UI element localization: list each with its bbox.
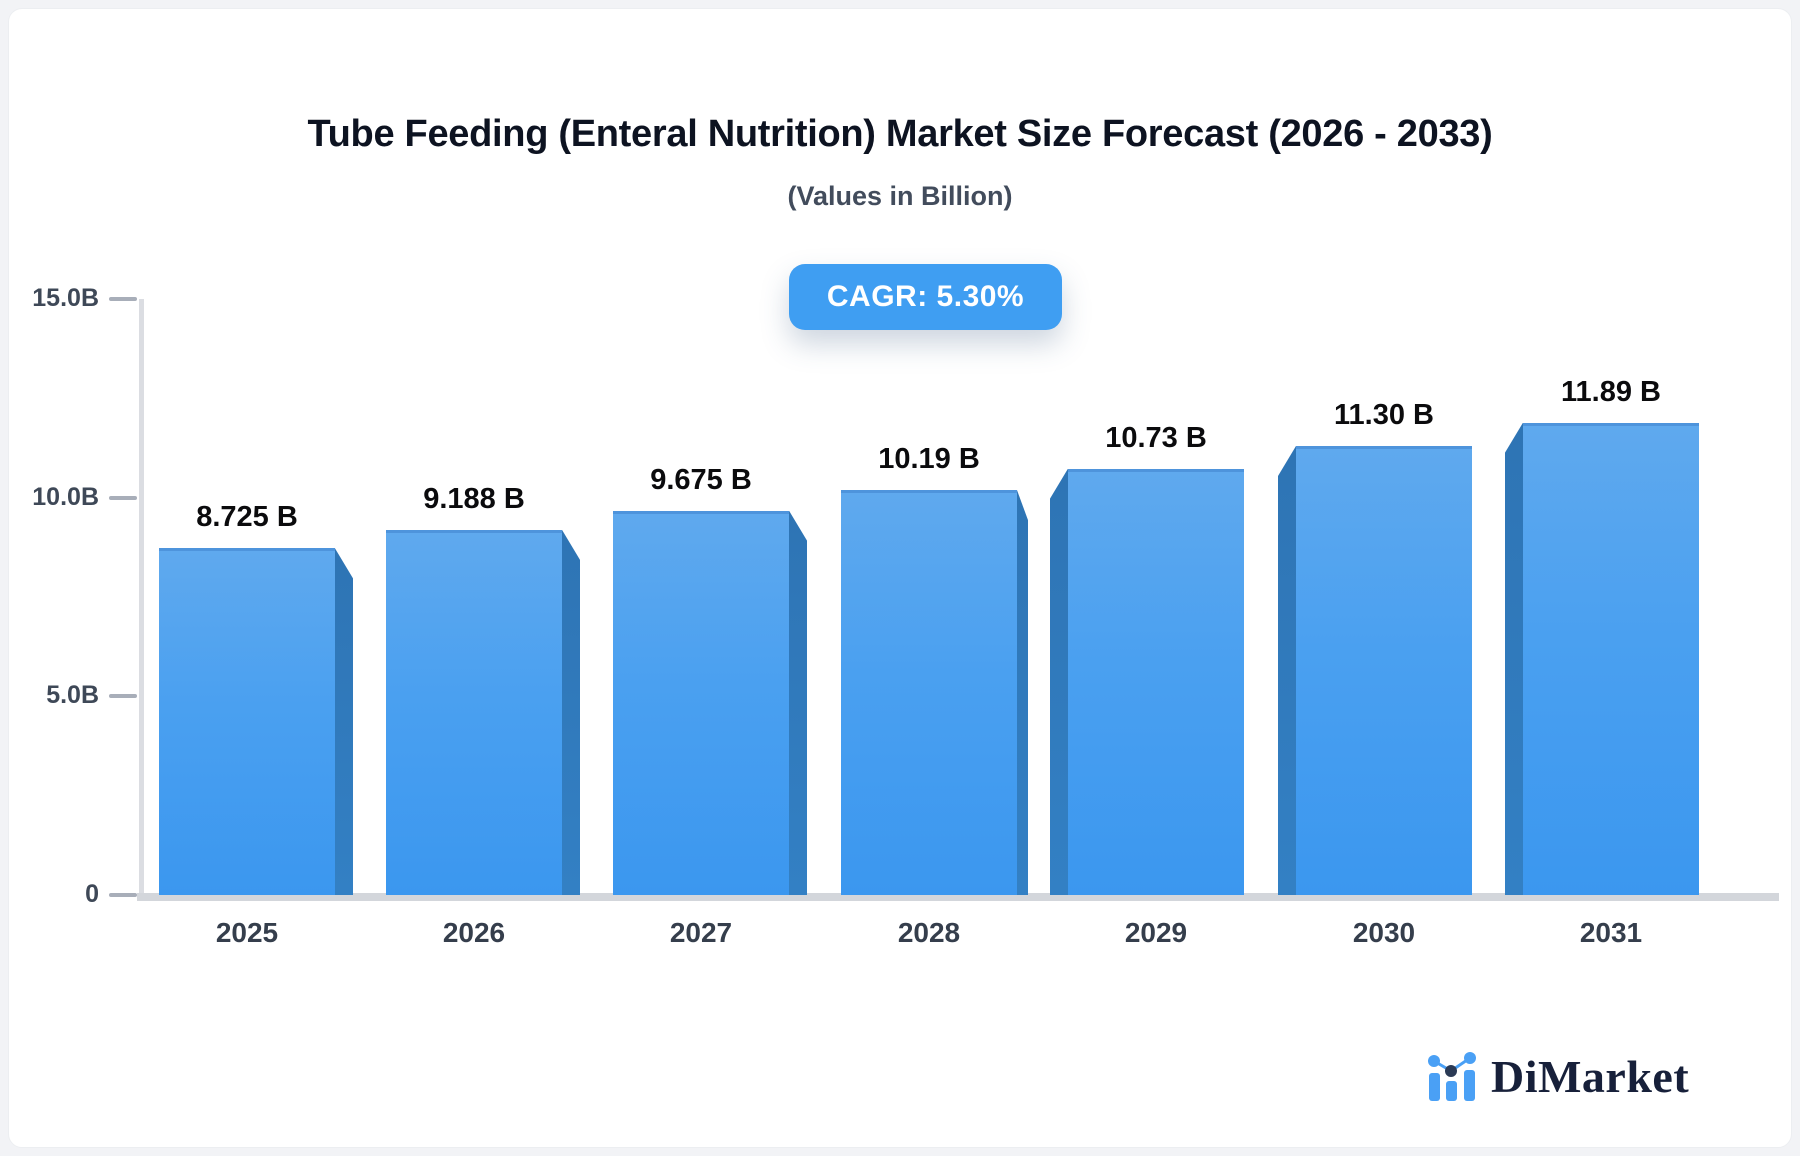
chart-card: Tube Feeding (Enteral Nutrition) Market … [8, 8, 1792, 1148]
bar-value-label: 8.725 B [196, 501, 298, 534]
bar-value-label: 11.89 B [1561, 375, 1661, 408]
bar-value-label: 9.188 B [423, 482, 525, 515]
cagr-badge: CAGR: 5.30% [789, 264, 1062, 330]
bar-2029[interactable] [1068, 468, 1244, 895]
y-tick-dash [109, 495, 137, 500]
bar-value-label: 10.73 B [1105, 421, 1207, 454]
y-tick-dash [109, 694, 137, 699]
y-tick-dash [109, 893, 137, 897]
y-axis-line [139, 299, 144, 893]
bar-2029-side-face [1050, 468, 1068, 895]
bar-2030-side-face [1278, 446, 1296, 895]
x-tick-label-2030: 2030 [1352, 917, 1416, 948]
x-axis-baseline [137, 893, 1779, 901]
x-tick-label-2029: 2029 [1124, 917, 1188, 948]
bar-2027-side-face [789, 510, 807, 895]
bar-value-label: 10.19 B [878, 443, 980, 476]
y-tick-label: 10.0B [32, 482, 99, 511]
y-tick-dash [109, 297, 137, 301]
bar-value-label: 9.675 B [650, 463, 752, 496]
bar-2026[interactable] [386, 529, 562, 895]
x-tick-label-2028: 2028 [897, 917, 961, 948]
bar-2028[interactable] [841, 490, 1017, 895]
y-tick-label: 5.0B [46, 681, 99, 710]
brand-logo[interactable]: DiMarket [1427, 1045, 1689, 1108]
bar-2027[interactable] [613, 510, 789, 895]
x-tick-label-2026: 2026 [442, 917, 506, 948]
bar-2028-side-face [1017, 490, 1028, 895]
x-tick-label-2025: 2025 [215, 917, 279, 948]
cagr-badge-label: CAGR: 5.30% [826, 280, 1025, 313]
y-tick-label: 0 [85, 880, 99, 908]
mini-bar-chart-icon [1427, 1045, 1479, 1108]
brand-logo-text: DiMarket [1491, 1051, 1690, 1102]
y-tick-label: 15.0B [32, 284, 99, 312]
x-tick-label-2031: 2031 [1579, 917, 1643, 948]
bar-2025[interactable] [159, 548, 335, 895]
chart-subtitle: (Values in Billion) [787, 181, 1013, 211]
chart-title: Tube Feeding (Enteral Nutrition) Market … [307, 113, 1493, 155]
x-tick-label-2027: 2027 [669, 917, 733, 948]
bar-2030[interactable] [1296, 446, 1472, 895]
bar-2026-side-face [562, 529, 580, 895]
bar-2031-side-face [1505, 422, 1523, 895]
bar-2031[interactable] [1523, 422, 1699, 895]
bar-value-label: 11.30 B [1334, 399, 1434, 431]
bar-2025-side-face [335, 548, 353, 895]
